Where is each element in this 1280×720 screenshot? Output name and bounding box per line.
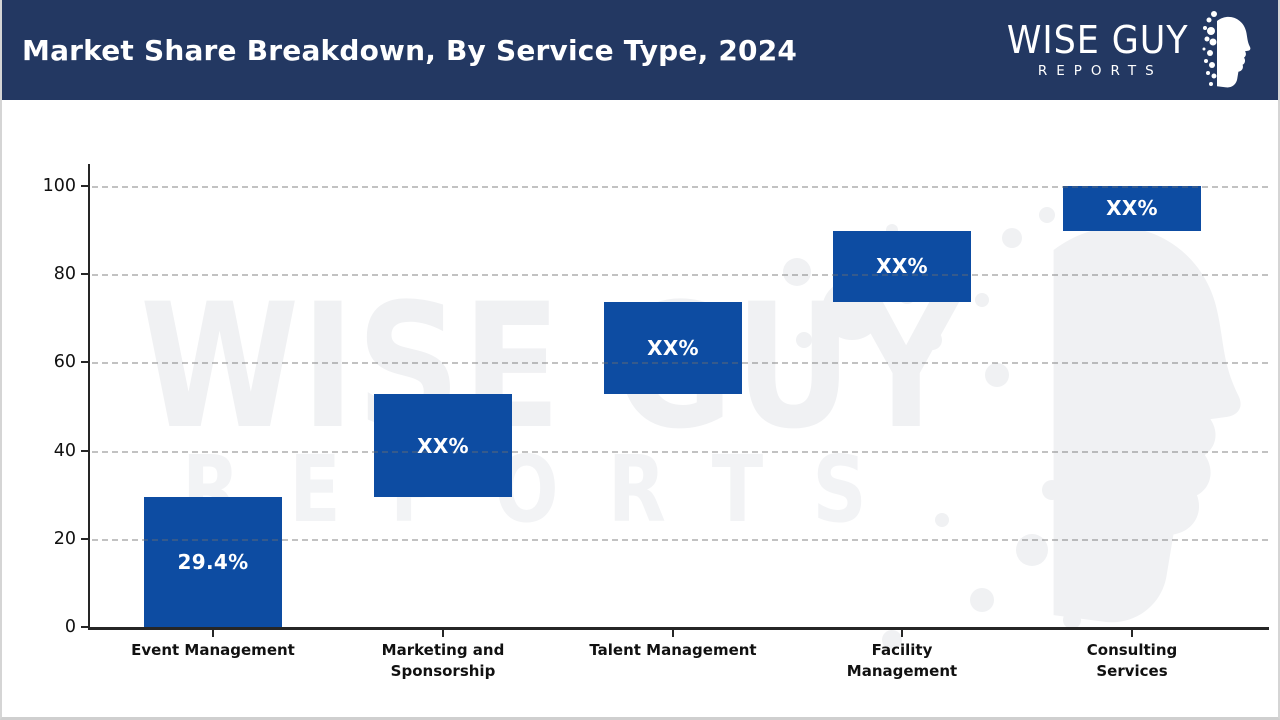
gridline-40 [92,450,1268,453]
x-axis-category-label: Event Management [131,641,295,659]
x-axis-tick [672,630,674,637]
gridline-80 [92,274,1268,277]
y-axis-tick-label: 60 [53,352,76,373]
y-axis-tick-label: 100 [42,176,76,196]
y-axis-tick-label: 40 [53,440,76,461]
x-axis-line [88,627,1269,630]
y-axis-tick-label: 80 [53,264,76,285]
y-axis-tick [81,361,89,364]
bar-value-label: XX% [647,336,699,361]
page-title: Market Share Breakdown, By Service Type,… [22,33,798,67]
bar-segment-facility-management: XX% [833,230,971,302]
header-bar: Market Share Breakdown, By Service Type,… [2,0,1278,100]
x-axis-category-label: Marketing and Sponsorship [381,641,505,680]
y-axis-tick [81,273,89,276]
bar-segment-talent-management: XX% [604,301,742,395]
brand-subname: REPORTS [1037,63,1163,79]
bar-value-label: 29.4% [177,550,249,575]
x-axis-tick [212,630,214,637]
watermark-reports-text: REPORTS [182,436,916,543]
y-axis-tick [81,537,89,540]
x-axis-category-label: Talent Management [589,641,757,659]
x-axis-tick [901,630,903,637]
bar-segment-consulting-services: XX% [1063,186,1201,231]
bar-segment-event-management: 29.4% [144,497,282,627]
wiseguy-head-logo-icon [1202,11,1251,88]
y-axis-line [88,164,90,628]
brand-logo-text: WISE GUY REPORTS [999,21,1196,79]
brand-logo: WISE GUY REPORTS [999,8,1260,92]
x-axis-tick [442,630,444,637]
bar-value-label: XX% [1106,196,1158,221]
x-axis-category-label: Consulting Services [1086,641,1178,680]
y-axis-tick [81,626,89,628]
x-axis-category-label: Facility Management [846,641,958,680]
y-axis-tick-label: 20 [53,528,76,549]
x-axis-tick [1131,630,1133,637]
watermark-dotted-head-icon [783,207,1241,650]
y-axis-tick-label: 0 [64,617,76,637]
brand-name: WISE GUY [1006,18,1189,62]
y-axis-tick [81,449,89,452]
bar-value-label: XX% [417,433,469,458]
y-axis-tick [81,185,89,187]
bar-value-label: XX% [876,254,928,279]
bar-segment-marketing-and-sponsorship: XX% [374,394,512,498]
